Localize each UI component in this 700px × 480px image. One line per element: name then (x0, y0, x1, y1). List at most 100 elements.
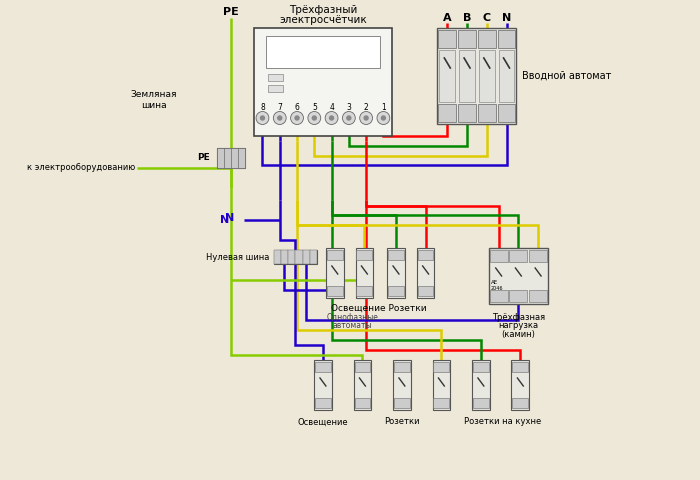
Circle shape (260, 116, 265, 120)
FancyBboxPatch shape (354, 398, 370, 408)
Circle shape (382, 116, 386, 120)
FancyBboxPatch shape (274, 250, 281, 264)
FancyBboxPatch shape (388, 250, 404, 260)
FancyBboxPatch shape (438, 28, 517, 124)
Text: 1: 1 (381, 104, 386, 112)
Text: автоматы: автоматы (332, 321, 372, 329)
Circle shape (273, 111, 286, 124)
Text: 3: 3 (346, 104, 351, 112)
FancyBboxPatch shape (510, 290, 527, 302)
Text: (камин): (камин) (501, 329, 536, 338)
FancyBboxPatch shape (433, 362, 449, 372)
FancyBboxPatch shape (310, 250, 317, 264)
FancyBboxPatch shape (458, 30, 476, 48)
Text: Вводной автомат: Вводной автомат (522, 71, 612, 81)
FancyBboxPatch shape (512, 362, 528, 372)
FancyBboxPatch shape (281, 250, 288, 264)
FancyBboxPatch shape (288, 250, 295, 264)
FancyBboxPatch shape (356, 248, 373, 298)
FancyBboxPatch shape (354, 362, 370, 372)
FancyBboxPatch shape (326, 248, 344, 298)
Text: Нулевая шина: Нулевая шина (206, 252, 270, 262)
FancyBboxPatch shape (327, 250, 343, 260)
Circle shape (347, 116, 351, 120)
Text: Освещение: Освещение (298, 418, 349, 427)
FancyBboxPatch shape (479, 50, 495, 102)
FancyBboxPatch shape (458, 104, 476, 122)
FancyBboxPatch shape (387, 248, 405, 298)
FancyBboxPatch shape (267, 85, 284, 92)
FancyBboxPatch shape (217, 148, 224, 168)
Text: 2: 2 (364, 104, 368, 112)
Text: 7: 7 (277, 104, 282, 112)
FancyBboxPatch shape (418, 250, 433, 260)
FancyBboxPatch shape (510, 250, 527, 262)
FancyBboxPatch shape (266, 36, 380, 68)
FancyBboxPatch shape (529, 250, 547, 262)
FancyBboxPatch shape (498, 50, 514, 102)
FancyBboxPatch shape (529, 290, 547, 302)
Text: 2046: 2046 (491, 286, 503, 290)
FancyBboxPatch shape (394, 362, 410, 372)
Text: Розетки на кухне: Розетки на кухне (464, 418, 541, 427)
FancyBboxPatch shape (315, 362, 331, 372)
Text: 5: 5 (312, 104, 316, 112)
FancyBboxPatch shape (295, 250, 302, 264)
Text: 4: 4 (329, 104, 334, 112)
Text: Трёхфазный: Трёхфазный (289, 5, 357, 15)
Text: Освещение Розетки: Освещение Розетки (331, 303, 427, 312)
Text: электросчётчик: электросчётчик (279, 15, 367, 25)
FancyBboxPatch shape (498, 104, 515, 122)
Text: C: C (483, 13, 491, 23)
FancyBboxPatch shape (433, 360, 450, 410)
FancyBboxPatch shape (473, 362, 489, 372)
FancyBboxPatch shape (478, 30, 496, 48)
FancyBboxPatch shape (254, 28, 392, 136)
FancyBboxPatch shape (459, 50, 475, 102)
Circle shape (256, 111, 269, 124)
Text: Земляная
шина: Земляная шина (130, 90, 177, 110)
Text: N: N (225, 213, 234, 223)
FancyBboxPatch shape (393, 360, 411, 410)
FancyBboxPatch shape (438, 30, 456, 48)
FancyBboxPatch shape (490, 250, 507, 262)
Text: нагрузка: нагрузка (498, 322, 538, 331)
Text: B: B (463, 13, 471, 23)
FancyBboxPatch shape (231, 148, 238, 168)
Text: АЕ: АЕ (491, 279, 498, 285)
FancyBboxPatch shape (238, 148, 245, 168)
FancyBboxPatch shape (327, 286, 343, 296)
FancyBboxPatch shape (314, 360, 332, 410)
Circle shape (360, 111, 372, 124)
FancyBboxPatch shape (356, 250, 372, 260)
Circle shape (278, 116, 281, 120)
FancyBboxPatch shape (478, 104, 496, 122)
FancyBboxPatch shape (354, 360, 371, 410)
Text: Трёхфазная: Трёхфазная (492, 313, 545, 323)
FancyBboxPatch shape (498, 30, 515, 48)
FancyBboxPatch shape (440, 50, 455, 102)
FancyBboxPatch shape (512, 360, 529, 410)
Circle shape (295, 116, 299, 120)
FancyBboxPatch shape (356, 286, 372, 296)
FancyBboxPatch shape (224, 148, 231, 168)
Text: к электрооборудованию: к электрооборудованию (27, 164, 135, 172)
FancyBboxPatch shape (302, 250, 310, 264)
FancyBboxPatch shape (438, 104, 456, 122)
Text: N: N (220, 215, 229, 225)
FancyBboxPatch shape (489, 248, 548, 304)
FancyBboxPatch shape (217, 148, 245, 168)
FancyBboxPatch shape (274, 250, 317, 264)
Text: 6: 6 (295, 104, 300, 112)
FancyBboxPatch shape (490, 290, 507, 302)
Text: N: N (502, 13, 511, 23)
FancyBboxPatch shape (418, 286, 433, 296)
FancyBboxPatch shape (472, 360, 490, 410)
Text: Розетки: Розетки (384, 418, 420, 427)
Circle shape (290, 111, 303, 124)
FancyBboxPatch shape (388, 286, 404, 296)
Circle shape (330, 116, 333, 120)
Text: PE: PE (223, 7, 239, 17)
FancyBboxPatch shape (512, 398, 528, 408)
Text: 8: 8 (260, 104, 265, 112)
